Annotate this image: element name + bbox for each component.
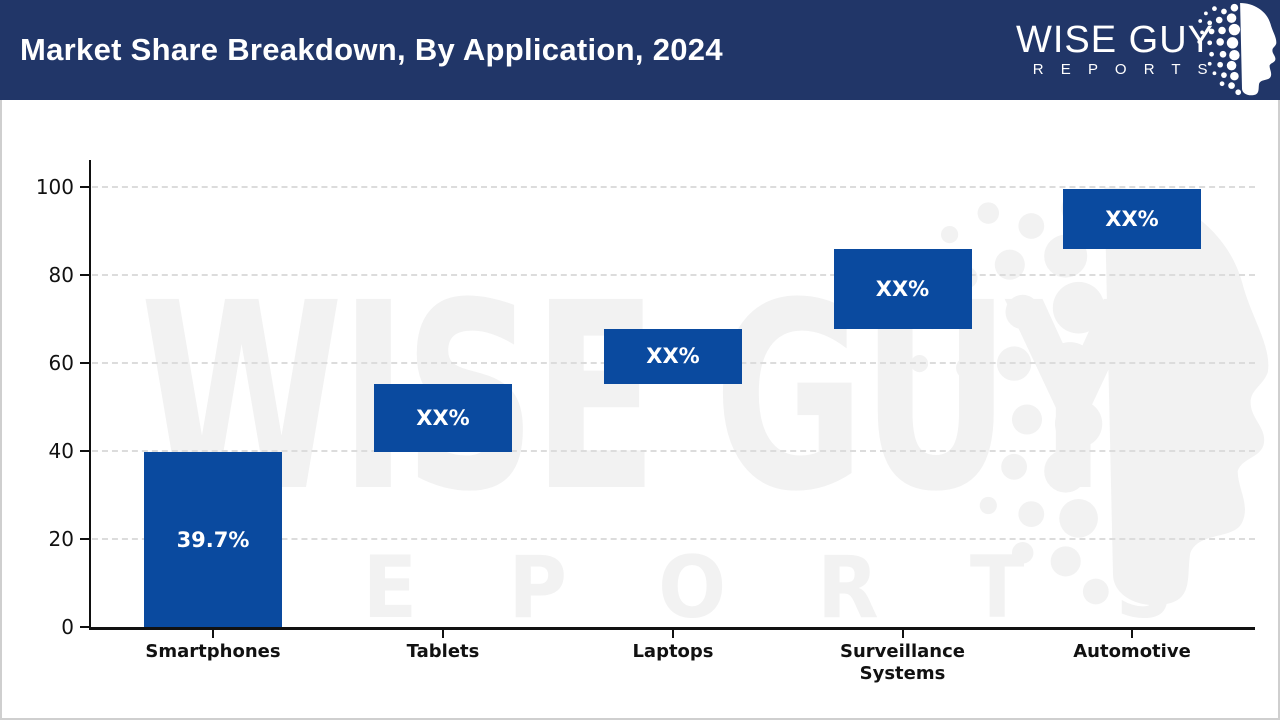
logo-brand-subtitle: R E P O R T S [1032,61,1214,78]
bar-value-label: XX% [646,344,700,369]
bar-value-label: XX% [875,276,930,301]
y-axis-tick-label: 20 [48,527,74,551]
x-axis-category-label: Laptops [632,641,714,662]
logo-text: WISE GUY R E P O R T S [1016,21,1214,77]
chart-area: WISE GUY R E P O R T S 0 20 40 60 80 100 39.7%… [0,100,1280,720]
x-axis-line [89,627,1255,630]
x-axis-category-label: Automotive [1073,641,1191,662]
gridline-100 [92,186,1255,188]
logo-brand-name: WISE GUY [1015,19,1214,61]
y-axis-tick-label: 60 [48,351,74,375]
gridline-80 [92,274,1255,276]
y-axis-tick [80,450,89,452]
watermark-text-reports: R E P O R T S [210,538,1205,638]
x-axis-category-label: Surveillance Systems [840,641,965,684]
y-axis-tick [80,538,89,540]
bar-smartphones: 39.7% [144,452,282,627]
y-axis-tick [80,362,89,364]
bar-value-label: XX% [1105,206,1159,231]
y-axis-tick [80,274,89,276]
x-axis-tick [442,630,444,638]
bar-surveillance-systems: XX% [833,249,972,329]
x-axis-tick [901,630,904,638]
x-axis-tick [1131,630,1133,638]
y-axis-tick-label: 100 [35,175,74,199]
bar-value-label: 39.7% [176,527,250,552]
wise-guy-reports-logo: WISE GUY R E P O R T S [960,0,1280,100]
bar-value-label: XX% [416,406,470,431]
x-axis-tick [672,630,674,638]
y-axis-tick-label: 80 [48,263,74,287]
x-axis-category-label: Smartphones [145,641,281,662]
bar-laptops: XX% [604,328,742,385]
y-axis-tick-label: 40 [48,439,74,463]
bar-automotive: XX% [1063,188,1201,250]
header-bar: Market Share Breakdown, By Application, … [0,0,1280,100]
bar-tablets: XX% [374,384,512,453]
gridline-20 [92,538,1255,540]
y-axis-line [89,160,91,629]
logo-head-icon [1185,2,1280,97]
y-axis-tick-label: 0 [61,615,74,639]
y-axis-tick [80,186,89,188]
gridline-40 [92,450,1255,452]
page-title: Market Share Breakdown, By Application, … [20,32,723,67]
x-axis-category-label: Tablets [406,641,480,662]
y-axis-tick [80,626,89,628]
x-axis-tick [212,630,214,638]
